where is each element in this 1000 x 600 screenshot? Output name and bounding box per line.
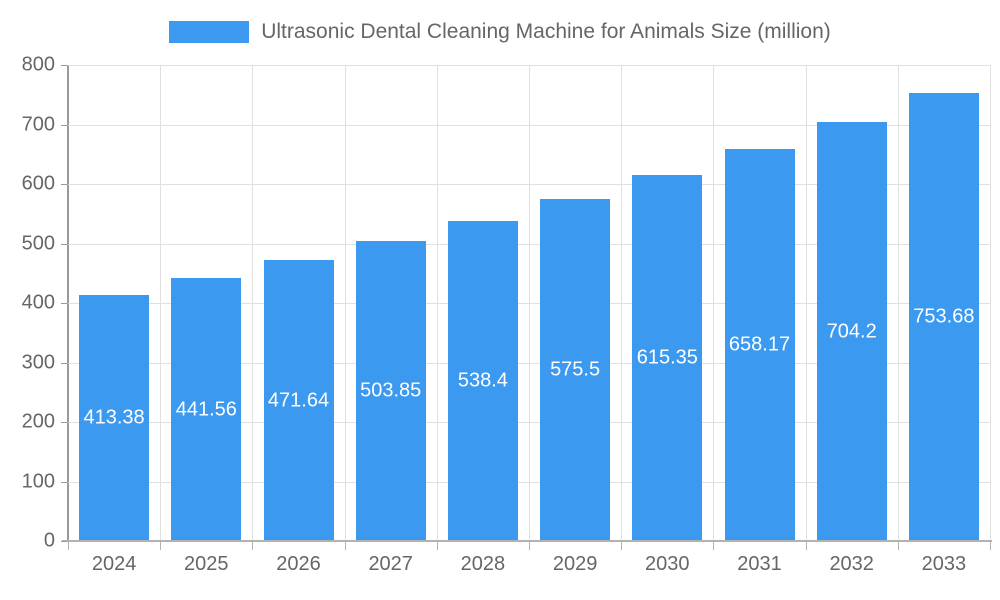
y-tick-mark [61, 243, 67, 245]
bar-2028[interactable]: 538.4 [447, 220, 518, 541]
bar-2033[interactable]: 753.68 [908, 92, 979, 541]
y-tick-mark [61, 362, 67, 364]
y-tick-label: 200 [21, 410, 55, 433]
v-gridline [990, 65, 991, 541]
bar-value-label: 441.56 [175, 398, 237, 421]
y-tick-mark [61, 303, 67, 304]
x-tick-label-2032: 2032 [829, 553, 874, 575]
plot-area: 413.38 441.56 471.64 503.85 538.4 575.5 615.35… [68, 65, 991, 541]
x-tick-mark [713, 542, 715, 550]
v-gridline [344, 65, 346, 541]
bar-2030[interactable]: 615.35 [632, 174, 703, 541]
legend-swatch [169, 21, 250, 43]
bar-value-label: 704.2 [826, 320, 877, 342]
x-tick-label-2027: 2027 [368, 553, 413, 575]
y-tick-label: 400 [21, 291, 55, 314]
bar-2032[interactable]: 704.2 [816, 122, 887, 541]
y-tick-mark [61, 65, 67, 66]
x-tick-label-2024: 2024 [91, 553, 137, 575]
bar-value-label: 615.35 [636, 346, 698, 369]
bar-2026[interactable]: 471.64 [263, 260, 334, 541]
y-tick-label: 600 [21, 172, 55, 195]
bar-value-label: 503.85 [360, 379, 422, 402]
x-tick-mark [621, 542, 623, 550]
bar-2024[interactable]: 413.38 [79, 295, 150, 541]
x-tick-mark [897, 542, 899, 550]
y-tick-mark [61, 422, 67, 423]
y-tick-mark [61, 124, 67, 126]
y-tick-label: 800 [21, 53, 55, 76]
x-tick-label-2033: 2033 [921, 553, 967, 575]
x-tick-label-2029: 2029 [552, 553, 598, 575]
bar-2025[interactable]: 441.56 [171, 278, 242, 541]
x-tick-mark [160, 542, 162, 550]
y-tick-mark [61, 481, 67, 483]
chart-legend[interactable]: Ultrasonic Dental Cleaning Machine for A… [0, 18, 1000, 46]
y-tick-label: 0 [43, 529, 55, 552]
bar-2027[interactable]: 503.85 [355, 241, 426, 541]
v-gridline [713, 65, 715, 541]
x-tick-mark [529, 542, 530, 550]
bar-2029[interactable]: 575.5 [540, 198, 611, 541]
v-gridline [160, 65, 162, 541]
y-tick-mark [61, 184, 67, 185]
x-tick-label-2031: 2031 [737, 553, 782, 575]
x-tick-label-2025: 2025 [184, 553, 229, 575]
bar-value-label: 538.4 [457, 369, 508, 392]
y-tick-label: 300 [21, 351, 55, 373]
x-tick-mark [805, 542, 807, 550]
v-gridline [529, 65, 530, 541]
x-tick-mark [990, 542, 991, 550]
v-gridline [805, 65, 807, 541]
x-axis-line [62, 540, 992, 542]
y-tick-mark [61, 541, 67, 542]
x-tick-label-2030: 2030 [645, 553, 690, 575]
v-gridline [436, 65, 438, 541]
x-tick-label-2028: 2028 [460, 553, 506, 575]
x-tick-mark [436, 542, 438, 550]
bar-value-label: 471.64 [267, 389, 330, 412]
legend-label: Ultrasonic Dental Cleaning Machine for A… [261, 20, 831, 43]
bar-value-label: 658.17 [728, 333, 791, 356]
x-tick-label-2026: 2026 [276, 553, 321, 575]
y-tick-label: 700 [21, 113, 55, 135]
y-tick-label: 100 [21, 470, 55, 492]
bar-value-label: 413.38 [83, 406, 145, 429]
v-gridline [252, 65, 254, 541]
v-gridline [897, 65, 899, 541]
v-gridline [621, 65, 623, 541]
y-tick-label: 500 [21, 232, 55, 254]
x-tick-mark [252, 542, 254, 550]
bar-2031[interactable]: 658.17 [724, 149, 795, 541]
bar-value-label: 753.68 [913, 305, 975, 328]
x-tick-mark [344, 542, 346, 550]
x-tick-mark [68, 542, 69, 550]
bar-value-label: 575.5 [550, 358, 601, 381]
